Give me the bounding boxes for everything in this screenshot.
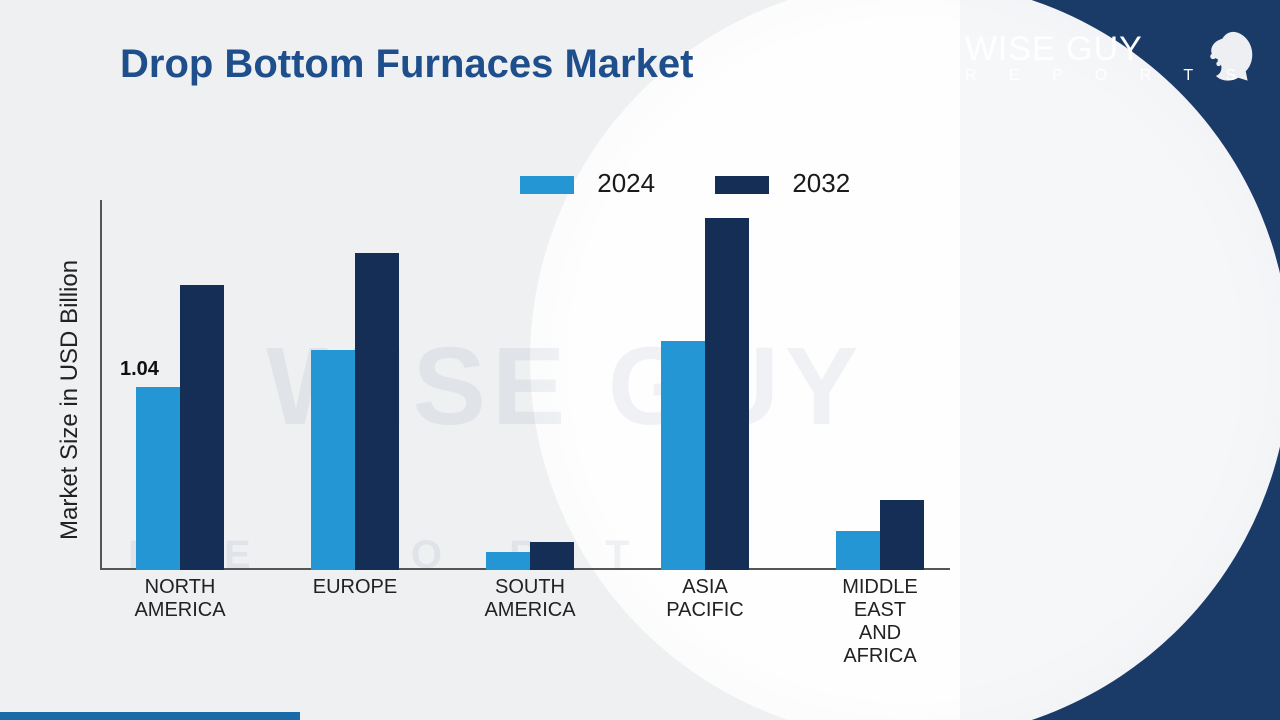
right-panel [960,0,1280,720]
y-axis-line [100,200,102,570]
plot-area: 1.04 [100,200,950,570]
chart-title: Drop Bottom Furnaces Market [120,42,693,87]
x-label: ASIAPACIFIC [630,576,780,622]
legend-label-2024: 2024 [597,168,655,198]
bar [136,387,180,570]
bar [661,341,705,570]
bar [530,542,574,570]
brand-logo: WISE GUY R E P O R T S [965,30,1250,85]
legend-label-2032: 2032 [792,168,850,198]
legend-item-2024: 2024 [520,168,655,199]
bar [486,552,530,570]
bar [311,350,355,570]
legend-swatch-2024 [520,176,574,194]
x-label: MIDDLEEASTANDAFRICA [805,576,955,668]
bar [355,253,399,570]
chart-stage: WISE GUY R E P O R T S Drop Bottom Furna… [0,0,1280,720]
bar [836,531,880,570]
bar-value-label: 1.04 [120,358,159,381]
legend-item-2032: 2032 [715,168,850,199]
bar [880,500,924,570]
legend-swatch-2032 [715,176,769,194]
x-label: SOUTHAMERICA [455,576,605,622]
bottom-accent-strip [0,712,300,720]
bar [180,285,224,570]
bar [705,218,749,570]
legend: 2024 2032 [520,168,850,199]
y-axis-label: Market Size in USD Billion [56,260,84,540]
x-label: NORTHAMERICA [105,576,255,622]
brain-head-icon [1200,30,1256,92]
x-label: EUROPE [280,576,430,599]
